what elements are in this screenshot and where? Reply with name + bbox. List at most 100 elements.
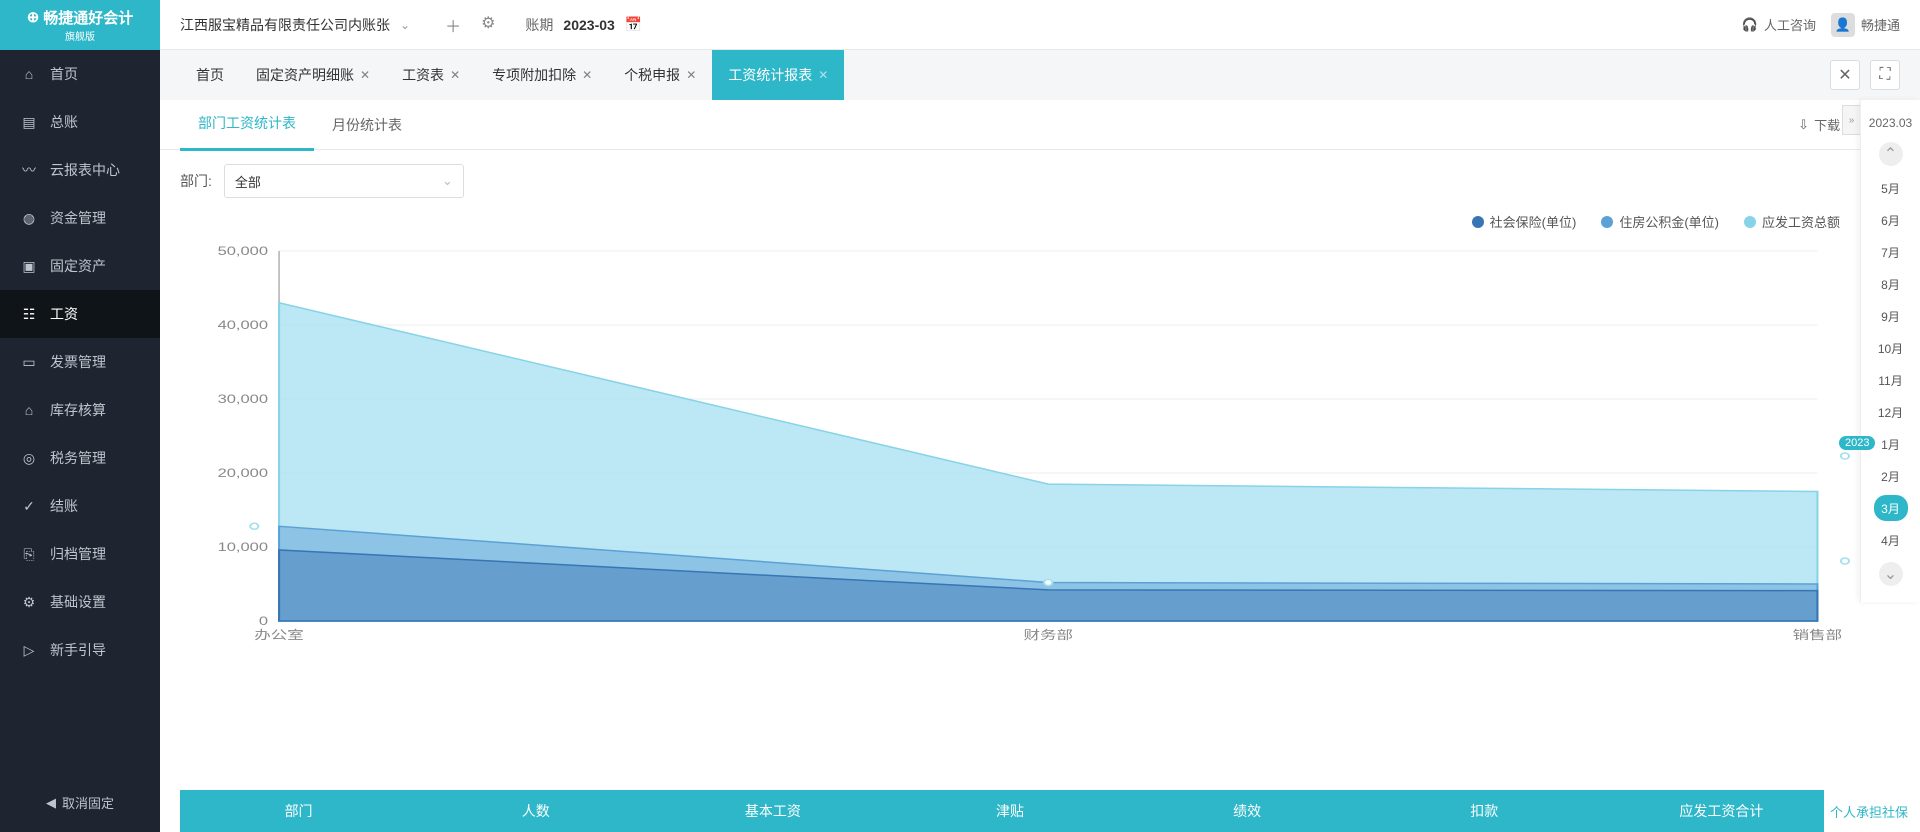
tabs-bar: 首页固定资产明细账✕工资表✕专项附加扣除✕个税申报✕工资统计报表✕✕⛶ (160, 50, 1920, 100)
nav-icon: ▤ (20, 114, 38, 131)
close-icon[interactable]: ✕ (582, 68, 592, 82)
scroll-up-button[interactable]: ⌃ (1879, 142, 1903, 166)
nav-label: 新手引导 (50, 640, 106, 660)
sidebar-item-首页[interactable]: ⌂首页 (0, 50, 160, 98)
tab-首页[interactable]: 首页 (180, 50, 240, 100)
download-button[interactable]: ⇩下载 (1798, 115, 1840, 134)
settings-icon[interactable]: ⚙ (481, 13, 495, 37)
sidebar-item-基础设置[interactable]: ⚙基础设置 (0, 578, 160, 626)
close-icon[interactable]: ✕ (450, 68, 460, 82)
close-icon[interactable]: ✕ (686, 68, 696, 82)
department-value: 全部 (235, 172, 261, 191)
tab-label: 固定资产明细账 (256, 65, 354, 85)
nav-label: 资金管理 (50, 208, 106, 228)
avatar-icon: 👤 (1831, 13, 1855, 37)
month-9月[interactable]: 9月 (1874, 303, 1908, 329)
table-header: 部门 (180, 801, 417, 821)
month-year: 2023.03 (1869, 110, 1912, 136)
support-label: 人工咨询 (1764, 15, 1816, 34)
nav-label: 库存核算 (50, 400, 106, 420)
month-8月[interactable]: 8月 (1874, 271, 1908, 297)
month-10月[interactable]: 10月 (1874, 335, 1908, 361)
scroll-down-button[interactable]: ⌄ (1879, 562, 1903, 586)
legend-label: 社会保险(单位) (1490, 212, 1577, 231)
close-icon[interactable]: ✕ (360, 68, 370, 82)
close-icon[interactable]: ✕ (818, 68, 828, 82)
month-2月[interactable]: 2月 (1874, 463, 1908, 489)
svg-text:办公室: 办公室 (254, 628, 304, 642)
month-6月[interactable]: 6月 (1874, 207, 1908, 233)
pin-icon: ◀ (46, 795, 56, 811)
month-1月[interactable]: 1月 (1874, 431, 1908, 457)
tab-个税申报[interactable]: 个税申报 ✕ (608, 50, 712, 100)
legend-item[interactable]: 住房公积金(单位) (1601, 212, 1719, 231)
sidebar-item-固定资产[interactable]: ▣固定资产 (0, 242, 160, 290)
logo: ⊕畅捷通好会计 旗舰版 (0, 0, 160, 50)
fullscreen-button[interactable]: ⛶ (1870, 60, 1900, 90)
nav-label: 基础设置 (50, 592, 106, 612)
nav-label: 云报表中心 (50, 160, 120, 180)
legend-dot (1744, 216, 1756, 228)
sidebar-item-税务管理[interactable]: ◎税务管理 (0, 434, 160, 482)
headset-icon: 🎧 (1742, 17, 1758, 33)
summary-table-header: 部门人数基本工资津贴绩效扣款应发工资合计 (180, 790, 1840, 832)
pin-toggle[interactable]: ◀取消固定 (0, 793, 160, 812)
sidebar-item-库存核算[interactable]: ⌂ 库存核算 (0, 386, 160, 434)
chevron-down-icon: ⌄ (400, 18, 410, 32)
nav-label: 税务管理 (50, 448, 106, 468)
legend-item[interactable]: 应发工资总额 (1744, 212, 1840, 231)
tab-工资表[interactable]: 工资表✕ (386, 50, 476, 100)
svg-text:财务部: 财务部 (1023, 628, 1073, 642)
table-header: 扣款 (1366, 801, 1603, 821)
sidebar-item-云报表中心[interactable]: 〰云报表中心 (0, 146, 160, 194)
area-chart: 010,00020,00030,00040,00050,000办公室财务部销售部 (180, 241, 1900, 651)
tab-label: 工资统计报表 (728, 65, 812, 85)
department-select[interactable]: 全部 ⌄ (224, 164, 464, 198)
nav-label: 归档管理 (50, 544, 106, 564)
download-icon: ⇩ (1798, 117, 1809, 133)
period-selector[interactable]: 账期 2023-03 📅 (510, 15, 657, 35)
subtab-部门工资统计表[interactable]: 部门工资统计表 (180, 100, 314, 151)
tab-工资统计报表[interactable]: 工资统计报表 ✕ (712, 50, 844, 100)
nav-label: 工资 (50, 304, 78, 324)
sidebar-item-工资[interactable]: ☷工资 (0, 290, 160, 338)
sidebar-item-资金管理[interactable]: ◍ 资金管理 (0, 194, 160, 242)
sidebar-item-新手引导[interactable]: ▷新手引导 (0, 626, 160, 674)
subtab-月份统计表[interactable]: 月份统计表 (314, 100, 420, 150)
sidebar-item-发票管理[interactable]: ▭发票管理 (0, 338, 160, 386)
month-5月[interactable]: 5月 (1874, 175, 1908, 201)
user-menu[interactable]: 👤 畅捷通 (1831, 13, 1900, 37)
svg-text:50,000: 50,000 (218, 245, 268, 258)
support-button[interactable]: 🎧 人工咨询 (1742, 15, 1816, 34)
sidebar-item-总账[interactable]: ▤ 总账 (0, 98, 160, 146)
month-4月[interactable]: 4月 (1874, 527, 1908, 553)
tab-固定资产明细账[interactable]: 固定资产明细账 ✕ (240, 50, 386, 100)
chart-container: 社会保险(单位)住房公积金(单位)应发工资总额 010,00020,00030,… (160, 212, 1920, 656)
logo-subtitle: 旗舰版 (65, 28, 95, 43)
nav-label: 总账 (50, 112, 78, 132)
sidebar-item-归档管理[interactable]: ⎘归档管理 (0, 530, 160, 578)
month-11月[interactable]: 11月 (1874, 367, 1908, 393)
close-all-button[interactable]: ✕ (1830, 60, 1860, 90)
table-header: 津贴 (891, 801, 1128, 821)
nav-icon: ⌂ (20, 402, 38, 418)
sidebar-item-结账[interactable]: ✓结账 (0, 482, 160, 530)
topbar-right: 🎧 人工咨询 👤 畅捷通 (1742, 13, 1920, 37)
year-badge: 2023 (1839, 436, 1875, 450)
legend-item[interactable]: 社会保险(单位) (1472, 212, 1577, 231)
company-selector[interactable]: 江西服宝精品有限责任公司内账张 ⌄ (160, 15, 430, 35)
nav-icon: ✓ (20, 498, 38, 515)
topbar: ⊕畅捷通好会计 旗舰版 江西服宝精品有限责任公司内账张 ⌄ ＋ ⚙ 账期 202… (0, 0, 1920, 50)
month-12月[interactable]: 12月 (1874, 399, 1908, 425)
nav-icon: ◍ (20, 210, 38, 227)
add-icon[interactable]: ＋ (445, 13, 461, 37)
month-panel-toggle[interactable]: » (1842, 105, 1860, 135)
summary-right-label: 个人承担社保 (1824, 790, 1914, 832)
tab-专项附加扣除[interactable]: 专项附加扣除✕ (476, 50, 608, 100)
svg-text:30,000: 30,000 (218, 393, 268, 406)
month-3月[interactable]: 3月 (1874, 495, 1908, 521)
tab-label: 个税申报 (624, 65, 680, 85)
svg-text:10,000: 10,000 (218, 541, 268, 554)
month-7月[interactable]: 7月 (1874, 239, 1908, 265)
svg-text:销售部: 销售部 (1793, 628, 1843, 642)
